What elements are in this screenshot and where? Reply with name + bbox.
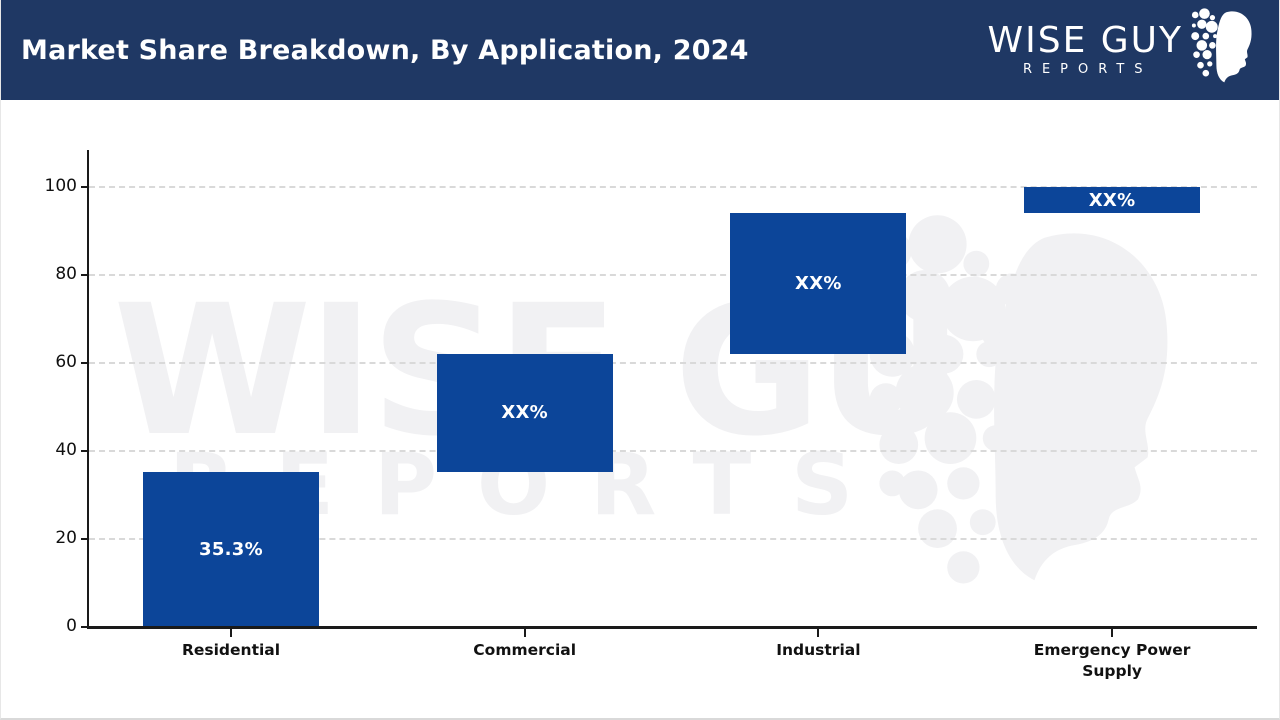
brand-name: WISE GUY xyxy=(987,20,1183,61)
bar-value-label: XX% xyxy=(1088,189,1136,211)
y-tick-label-0: 0 xyxy=(66,616,77,636)
category-label-0: Residential xyxy=(181,641,281,659)
x-axis-line xyxy=(87,626,1257,629)
x-tick-0 xyxy=(230,629,232,637)
y-tick-80 xyxy=(81,274,89,276)
bar-value-label: XX% xyxy=(795,273,842,295)
bar-value-label: XX% xyxy=(501,402,549,424)
category-label-2: Industrial xyxy=(776,641,861,659)
y-tick-label-80: 80 xyxy=(55,264,77,284)
bar-industrial: XX% xyxy=(730,213,907,355)
y-tick-60 xyxy=(81,362,89,364)
category-label-3: Emergency Power Supply xyxy=(1033,641,1191,680)
brand-logo-text: WISE GUY REPORTS xyxy=(987,20,1184,78)
y-tick-100 xyxy=(81,186,89,188)
brand-subtitle: REPORTS xyxy=(1022,62,1153,77)
gridline-20 xyxy=(89,538,1257,540)
x-tick-3 xyxy=(1111,629,1114,637)
gridline-40 xyxy=(89,450,1257,452)
y-tick-0 xyxy=(81,626,89,628)
gridline-80 xyxy=(89,274,1257,276)
dotted-head-profile-watermark xyxy=(869,215,1168,584)
y-tick-40 xyxy=(81,450,89,452)
x-tick-1 xyxy=(523,629,526,637)
bar-emergency-power-supply: XX% xyxy=(1024,187,1201,214)
page-title: Market Share Breakdown, By Application, … xyxy=(21,34,749,66)
x-tick-2 xyxy=(817,629,820,637)
y-tick-label-20: 20 xyxy=(55,528,77,548)
category-label-1: Commercial xyxy=(473,641,577,659)
dotted-head-profile-icon xyxy=(1191,8,1252,83)
header-banner: Market Share Breakdown, By Application, … xyxy=(1,0,1280,100)
gridline-100 xyxy=(89,186,1257,188)
y-axis-line xyxy=(87,150,89,629)
y-tick-label-100: 100 xyxy=(44,176,77,196)
bar-value-label: 35.3% xyxy=(199,538,263,560)
gridline-60 xyxy=(89,362,1257,364)
brand-logo: WISE GUY REPORTS xyxy=(988,7,1280,93)
bar-commercial: XX% xyxy=(436,354,613,472)
y-tick-label-60: 60 xyxy=(55,352,77,372)
bar-residential: 35.3% xyxy=(143,471,319,627)
y-tick-label-40: 40 xyxy=(55,440,77,460)
y-tick-20 xyxy=(81,538,89,540)
